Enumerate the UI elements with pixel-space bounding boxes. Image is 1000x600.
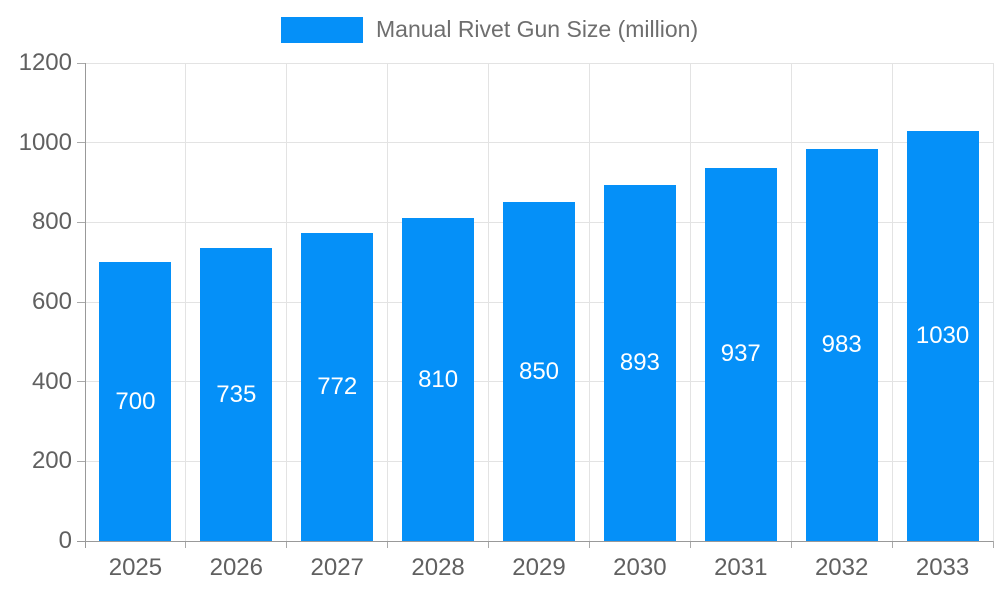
y-tick-label: 200 [31, 447, 72, 475]
bar-value-label: 772 [317, 373, 358, 401]
x-axis-tick [689, 541, 691, 548]
y-axis-line [84, 63, 86, 548]
x-axis-tick [790, 541, 792, 548]
x-axis-tick [891, 541, 893, 548]
y-axis-tick [77, 381, 85, 383]
legend-label: Manual Rivet Gun Size (million) [376, 16, 699, 42]
bar-value-label: 735 [216, 380, 257, 408]
x-tick-label: 2025 [108, 554, 163, 581]
y-tick-label: 1000 [18, 128, 72, 156]
v-gridline [588, 63, 590, 541]
x-axis-tick [588, 541, 590, 548]
x-tick-label: 2031 [714, 554, 768, 581]
y-axis-tick [77, 142, 85, 144]
bar-value-label: 850 [518, 357, 560, 385]
bar-value-label: 893 [619, 349, 660, 377]
bar-value-label: 810 [418, 365, 459, 393]
v-gridline [790, 63, 792, 541]
h-gridline [85, 142, 993, 144]
bar-2025[interactable]: 700 [99, 262, 172, 541]
h-gridline [85, 62, 993, 64]
legend-item[interactable]: Manual Rivet Gun Size (million) [281, 16, 698, 44]
v-gridline [286, 63, 288, 541]
bar-value-label: 700 [115, 387, 156, 415]
x-axis-tick [286, 541, 288, 548]
bar-2026[interactable]: 735 [200, 248, 273, 541]
x-axis-tick [488, 541, 490, 548]
x-axis-tick [185, 541, 187, 548]
y-tick-label: 800 [31, 208, 72, 236]
y-tick-label: 600 [31, 288, 72, 315]
y-axis-tick [77, 460, 85, 462]
v-gridline [992, 63, 994, 541]
y-axis-tick [77, 221, 85, 223]
x-tick-label: 2032 [814, 554, 869, 581]
y-tick-label: 1200 [18, 49, 72, 76]
x-tick-label: 2026 [209, 554, 263, 581]
bar-2033[interactable]: 1030 [906, 130, 979, 541]
bar-2030[interactable]: 893 [603, 185, 676, 541]
bar-2031[interactable]: 937 [704, 167, 777, 541]
v-gridline [891, 63, 893, 541]
x-axis-tick [387, 541, 389, 548]
bar-2028[interactable]: 810 [402, 218, 475, 541]
legend-swatch [281, 16, 363, 43]
x-tick-label: 2033 [915, 554, 970, 581]
x-tick-label: 2027 [310, 554, 364, 581]
y-tick-label: 0 [58, 527, 72, 554]
v-gridline [185, 63, 187, 541]
bar-value-label: 937 [720, 340, 761, 368]
v-gridline [488, 63, 490, 541]
v-gridline [387, 63, 389, 541]
bar-2032[interactable]: 983 [805, 149, 878, 541]
v-gridline [689, 63, 691, 541]
y-tick-label: 400 [31, 367, 72, 395]
y-axis-tick [77, 301, 85, 303]
x-tick-label: 2028 [411, 554, 465, 581]
bar-value-label: 983 [821, 331, 862, 359]
bar-2029[interactable]: 850 [503, 202, 575, 541]
x-tick-label: 2029 [512, 554, 566, 581]
bar-2027[interactable]: 772 [301, 233, 374, 541]
x-tick-label: 2030 [613, 554, 667, 581]
x-axis-tick [992, 541, 994, 548]
bar-value-label: 1030 [915, 321, 970, 349]
y-axis-tick [77, 62, 85, 64]
x-axis-line [77, 540, 993, 542]
